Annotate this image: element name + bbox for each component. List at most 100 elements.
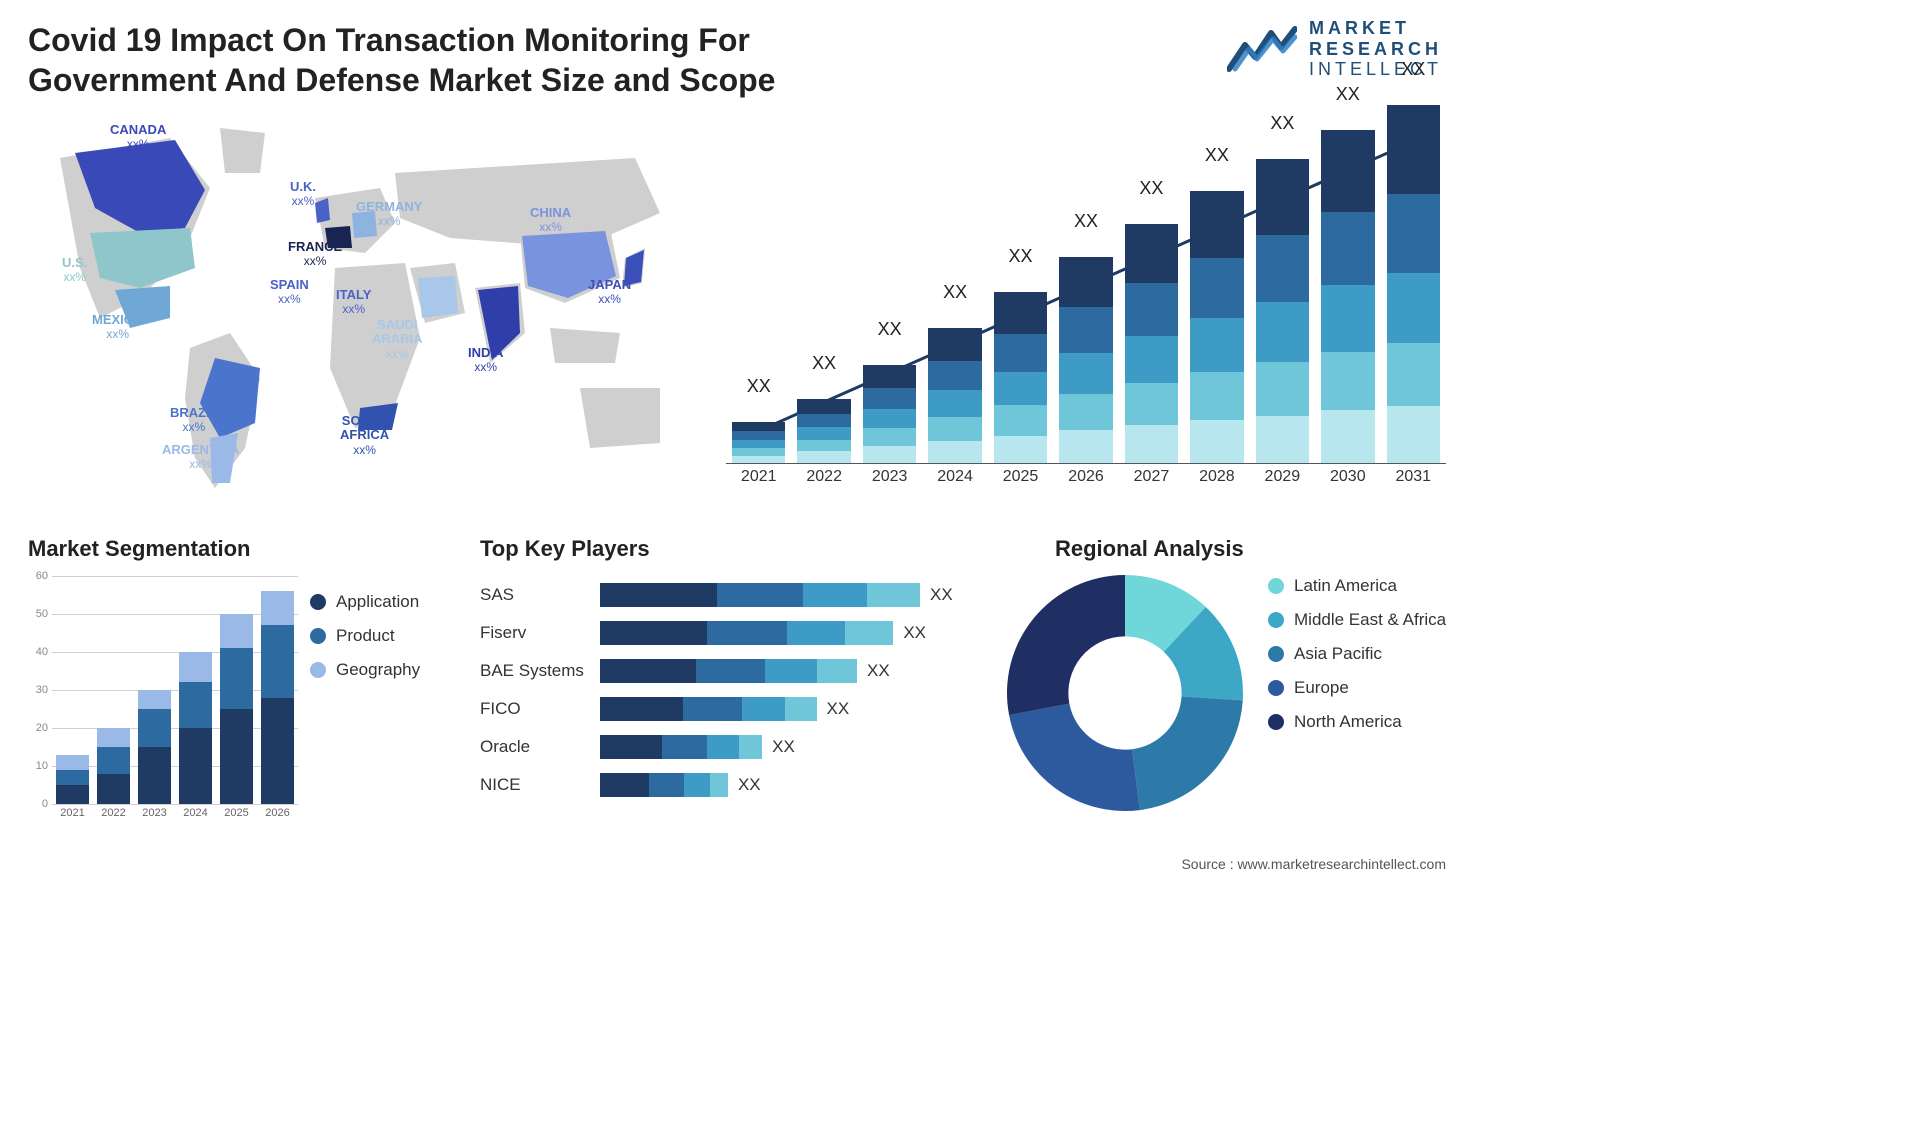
player-value-label: XX [772,737,795,757]
country-label: SPAINxx% [270,278,309,307]
player-name: FICO [480,699,600,719]
legend-item: Europe [1268,678,1446,698]
legend-swatch-icon [310,662,326,678]
player-value-label: XX [827,699,850,719]
legend-label: Middle East & Africa [1294,610,1446,630]
y-tick-label: 40 [36,646,48,658]
country-label: U.K.xx% [290,180,316,209]
country-label: CANADAxx% [110,123,166,152]
forecast-bar: XX [1190,138,1243,463]
forecast-bar: XX [732,138,785,463]
country-label: U.S.xx% [62,256,87,285]
bar-value-label: XX [1074,211,1098,232]
player-row: SASXX [480,576,980,614]
legend-label: Europe [1294,678,1349,698]
x-tick-label: 2031 [1387,468,1440,488]
x-tick-label: 2021 [56,807,89,826]
legend-label: Latin America [1294,576,1397,596]
country-label: FRANCExx% [288,240,342,269]
forecast-bar: XX [1387,138,1440,463]
legend-swatch-icon [1268,646,1284,662]
segmentation-bar [138,690,171,804]
country-label: SAUDIARABIAxx% [372,318,423,361]
country-label: JAPANxx% [588,278,631,307]
player-row: BAE Systems XX [480,652,980,690]
player-bar [600,697,817,721]
player-value-label: XX [867,661,890,681]
legend-label: Application [336,592,419,612]
y-tick-label: 0 [42,798,48,810]
bar-value-label: XX [812,353,836,374]
player-name: Oracle [480,737,600,757]
x-tick-label: 2029 [1256,468,1309,488]
segmentation-title: Market Segmentation [28,536,251,562]
player-value-label: XX [738,775,761,795]
forecast-bar: XX [1125,138,1178,463]
legend-swatch-icon [310,594,326,610]
bar-value-label: XX [1401,59,1425,80]
logo-line1: MARKET [1309,18,1442,39]
legend-label: Asia Pacific [1294,644,1382,664]
player-name: NICE [480,775,600,795]
forecast-bar: XX [863,138,916,463]
country-label: BRAZILxx% [170,406,218,435]
player-bar [600,659,857,683]
player-row: NICE XX [480,766,980,804]
player-value-label: XX [903,623,926,643]
bar-value-label: XX [878,319,902,340]
bar-value-label: XX [1205,145,1229,166]
legend-label: North America [1294,712,1402,732]
player-bar [600,773,728,797]
forecast-bar: XX [797,138,850,463]
segmentation-bar [56,755,89,804]
x-tick-label: 2028 [1190,468,1243,488]
player-name: SAS [480,585,600,605]
logo-mark-icon [1227,25,1297,73]
players-chart: SASXXFiservXXBAE SystemsXXFICOXXOracleXX… [480,576,980,804]
world-map: CANADAxx% U.S.xx% MEXICOxx% BRAZILxx% ARGENT… [20,118,680,508]
x-tick-label: 2021 [732,468,785,488]
forecast-bar: XX [994,138,1047,463]
y-tick-label: 20 [36,722,48,734]
bar-value-label: XX [1009,246,1033,267]
y-tick-label: 50 [36,608,48,620]
country-label: MEXICOxx% [92,313,143,342]
y-tick-label: 10 [36,760,48,772]
x-tick-label: 2025 [994,468,1047,488]
x-tick-label: 2026 [1059,468,1112,488]
legend-label: Product [336,626,395,646]
player-row: FiservXX [480,614,980,652]
x-tick-label: 2022 [97,807,130,826]
player-row: FICO XX [480,690,980,728]
player-row: Oracle XX [480,728,980,766]
page-title: Covid 19 Impact On Transaction Monitorin… [28,20,788,100]
country-label: ITALYxx% [336,288,371,317]
legend-item: Latin America [1268,576,1446,596]
player-bar [600,583,920,607]
x-tick-label: 2024 [179,807,212,826]
players-title: Top Key Players [480,536,650,562]
source-credit: Source : www.marketresearchintellect.com [1181,856,1446,872]
x-tick-label: 2023 [138,807,171,826]
country-label: GERMANYxx% [356,200,422,229]
bar-value-label: XX [1139,178,1163,199]
segmentation-bar [97,728,130,804]
legend-item: Geography [310,660,420,680]
x-tick-label: 2023 [863,468,916,488]
forecast-bar: XX [928,138,981,463]
x-tick-label: 2024 [928,468,981,488]
legend-item: North America [1268,712,1446,732]
country-label: CHINAxx% [530,206,571,235]
donut-segment [1009,704,1140,811]
bar-value-label: XX [747,376,771,397]
x-tick-label: 2025 [220,807,253,826]
segmentation-bar [261,591,294,804]
bar-value-label: XX [1270,113,1294,134]
legend-item: Product [310,626,420,646]
country-label: ARGENTINAxx% [162,443,239,472]
bar-value-label: XX [943,282,967,303]
forecast-bar-chart: XXXXXXXXXXXXXXXXXXXXXX 20212022202320242… [726,118,1446,488]
player-name: BAE Systems [480,661,600,681]
y-tick-label: 30 [36,684,48,696]
segmentation-bar [220,614,253,804]
